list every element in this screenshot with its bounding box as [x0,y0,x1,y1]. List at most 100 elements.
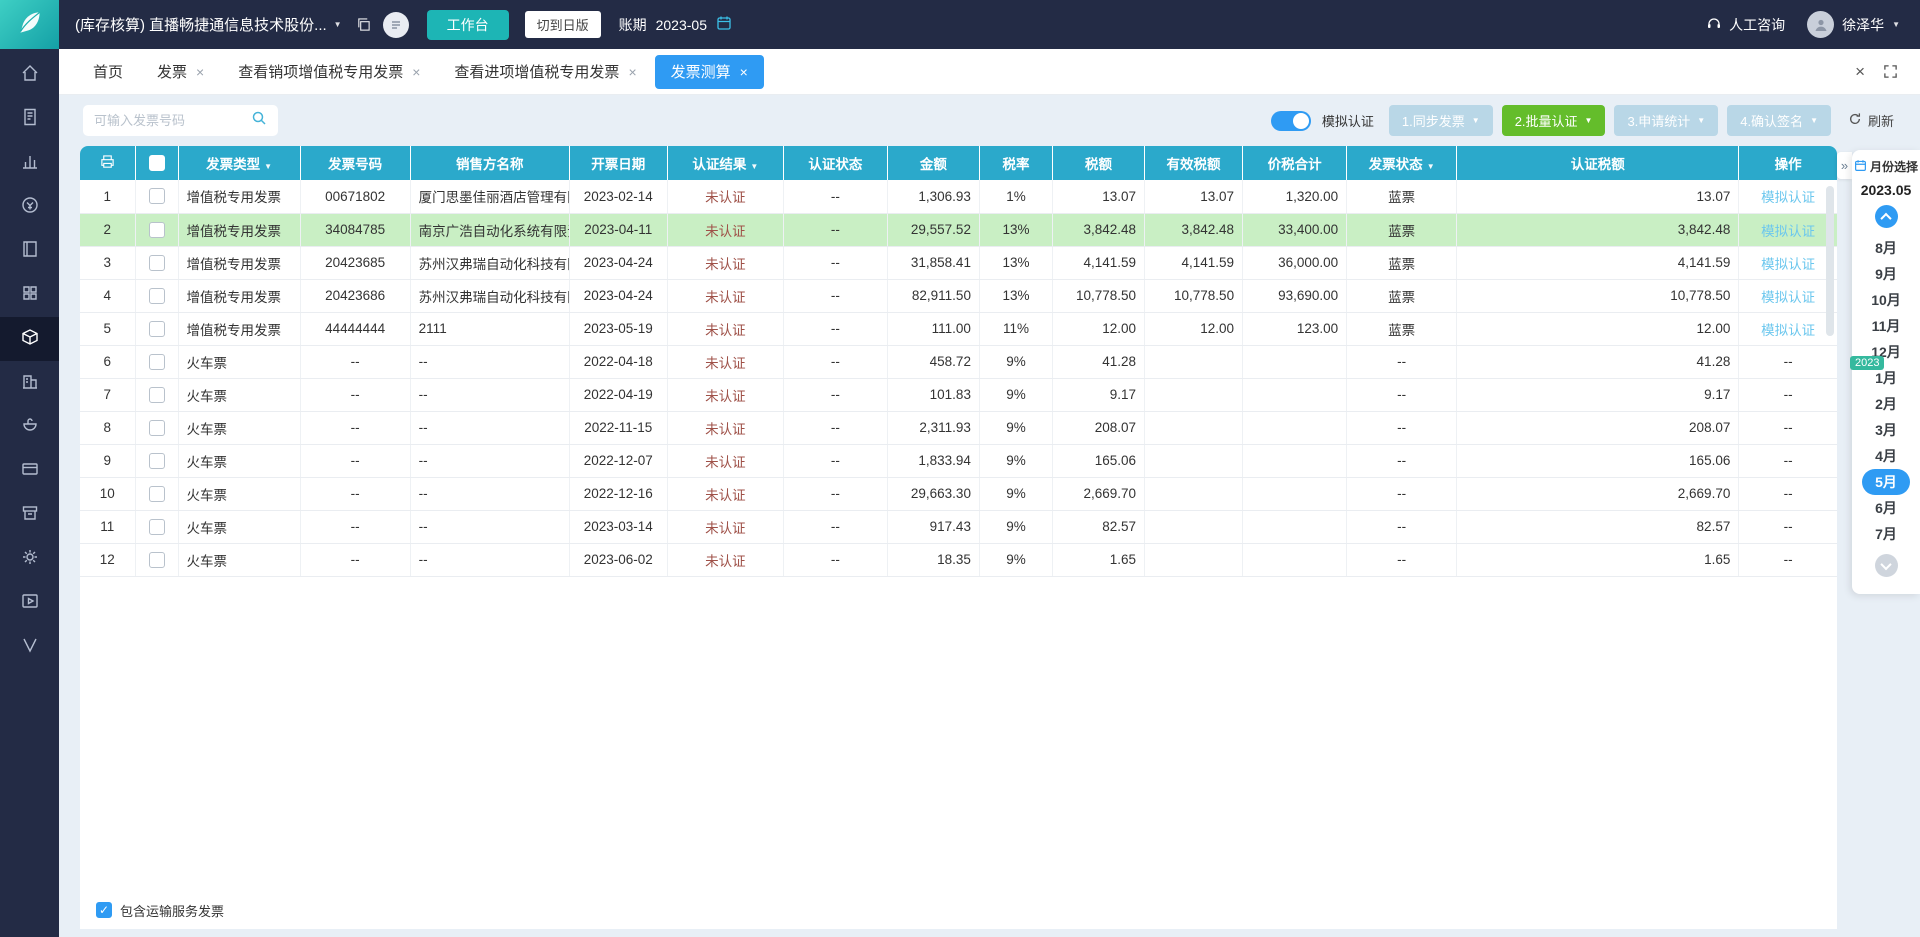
sidebar-item-card[interactable] [0,449,59,493]
table-row[interactable]: 9 火车票 -- -- 2022-12-07 未认证 -- 1,833.94 9% 165.06-… [80,444,1837,478]
table-row[interactable]: 3增值税专用发票20423685苏州汉弗瑞自动化科技有限…2023-04-24未… [80,246,1837,280]
sidebar-item-cashier[interactable] [0,185,59,229]
table-row[interactable]: 2增值税专用发票34084785南京广浩自动化系统有限责…2023-04-11未… [80,213,1837,247]
scroll-up-button[interactable] [1874,205,1898,228]
tab-4[interactable]: 查看进项增值税专用发票 × [438,55,652,89]
sidebar-item-settings[interactable] [0,537,59,581]
simulate-cert-link[interactable]: 模拟认证 [1761,322,1816,338]
table-row[interactable]: 8 火车票 -- -- 2022-11-15 未认证 -- 2,311.93 9% 208.07-… [80,411,1837,445]
row-checkbox[interactable] [148,221,165,238]
table-row[interactable]: 4增值税专用发票20423686苏州汉弗瑞自动化科技有限…2023-04-24未… [80,279,1837,313]
table-row[interactable]: 7 火车票 -- -- 2022-04-19 未认证 -- 101.83 9% 9.17 -- 9.1… [80,378,1837,412]
month-item-5[interactable]: 5月 [1862,469,1910,495]
row-checkbox[interactable] [148,254,165,271]
sort-icon[interactable]: ▼ [1426,162,1435,171]
close-tab-icon[interactable]: × [412,63,421,80]
app-logo[interactable] [0,0,59,49]
tab-label: 查看销项增值税专用发票 [238,64,404,81]
workbench-button[interactable]: 工作台 [426,9,509,40]
month-item-8[interactable]: 8月 [1875,240,1897,256]
sidebar-item-invoice[interactable] [0,97,59,141]
month-item-10[interactable]: 10月 [1871,292,1901,308]
row-checkbox[interactable] [148,353,165,370]
vertical-scrollbar[interactable] [1826,186,1834,336]
row-number: 10 [80,477,136,511]
close-tab-icon[interactable]: × [739,63,748,80]
tab-1[interactable]: 首页 [77,55,139,89]
month-item-2[interactable]: 2月 [1875,396,1897,412]
simulate-cert-toggle[interactable] [1270,110,1311,131]
month-item-4[interactable]: 4月 [1875,448,1897,464]
sidebar-item-inventory[interactable] [0,317,59,361]
row-checkbox[interactable] [148,386,165,403]
sidebar-item-ledger[interactable] [0,229,59,273]
table-row[interactable]: 5 增值税专用发票 44444444 2111 2023-05-19 未认证 -- 111.0… [80,312,1837,346]
sidebar-item-apps[interactable] [0,273,59,317]
sidebar-item-assets[interactable] [0,493,59,537]
user-menu[interactable]: 徐泽华 ▼ [1807,11,1900,38]
collapse-panel-handle[interactable]: » [1837,152,1852,179]
action-button-4[interactable]: 4.确认签名 ▼ [1727,105,1831,136]
sidebar-item-vip[interactable] [0,625,59,669]
action-button-2[interactable]: 2.批量认证 ▼ [1501,105,1606,136]
row-checkbox[interactable] [148,188,165,205]
row-checkbox[interactable] [148,320,165,337]
sort-icon[interactable]: ▼ [750,162,759,171]
select-all-checkbox[interactable] [148,155,165,172]
table-row[interactable]: 1增值税专用发票00671802厦门思墨佳丽酒店管理有限…2023-02-14未… [80,180,1837,214]
action-button-1[interactable]: 1.同步发票 ▼ [1388,105,1493,136]
support-link[interactable]: 人工咨询 [1706,15,1785,35]
scroll-down-button[interactable] [1874,554,1898,577]
row-checkbox[interactable] [148,485,165,502]
sidebar-item-media[interactable] [0,581,59,625]
sidebar-item-service[interactable] [0,405,59,449]
simulate-cert-link[interactable]: 模拟认证 [1761,190,1816,206]
month-item-9[interactable]: 9月 [1875,266,1897,282]
month-item-7[interactable]: 7月 [1875,526,1897,542]
table-row[interactable]: 12 火车票 -- -- 2023-06-02 未认证 -- 18.35 9% 1.65 -- 1.6… [80,543,1837,577]
month-item-11[interactable]: 11月 [1871,318,1901,334]
month-item-6[interactable]: 6月 [1875,500,1897,516]
action-button-3[interactable]: 3.申请统计 ▼ [1614,105,1719,136]
copy-icon[interactable] [356,17,371,32]
printer-icon[interactable] [100,155,115,172]
table-row[interactable]: 6 火车票 -- -- 2022-04-18 未认证 -- 458.72 9% 41.28 -- 41… [80,345,1837,379]
sort-icon[interactable]: ▼ [264,162,273,171]
close-tab-icon[interactable]: × [628,63,637,80]
period-value: 2023-05 [655,16,707,33]
table-row[interactable]: 11 火车票 -- -- 2023-03-14 未认证 -- 917.43 9% 82.57 -- 8… [80,510,1837,544]
content: 模拟认证 1.同步发票▼ 2.批量认证▼ 3.申请统计▼ 4.确认签名▼ 刷新 发票类… [59,95,1920,937]
row-checkbox[interactable] [148,419,165,436]
inventory-icon [20,327,40,352]
simulate-cert-link[interactable]: 模拟认证 [1761,256,1816,272]
close-all-tabs-icon[interactable]: × [1855,61,1865,81]
sidebar-item-enterprise[interactable] [0,361,59,405]
sidebar-item-home[interactable] [0,53,59,97]
bulletin-icon[interactable] [382,11,409,38]
row-checkbox[interactable] [148,518,165,535]
simulate-cert-link[interactable]: 模拟认证 [1761,289,1816,305]
column-header: 操作 [1738,146,1837,180]
simulate-cert-link[interactable]: 模拟认证 [1761,223,1816,239]
search-input[interactable] [94,113,251,128]
transport-label: 包含运输服务发票 [120,903,225,919]
row-checkbox[interactable] [148,551,165,568]
account-period[interactable]: 账期 2023-05 [619,15,732,35]
month-item-3[interactable]: 3月 [1875,422,1897,438]
row-checkbox[interactable] [148,452,165,469]
switch-version-button[interactable]: 切到日版 [524,11,601,38]
cashier-icon [20,195,40,220]
transport-checkbox[interactable]: ✓ [96,902,112,918]
refresh-button[interactable]: 刷新 [1848,111,1894,130]
search-icon[interactable] [251,110,267,131]
company-selector[interactable]: (库存核算) 直播畅捷通信息技术股份... ▼ [75,14,342,35]
tab-5[interactable]: 发票测算 × [654,54,764,89]
month-item-1[interactable]: 1月 [1875,370,1897,386]
tab-3[interactable]: 查看销项增值税专用发票 × [222,55,436,89]
fullscreen-icon[interactable] [1883,64,1898,79]
close-tab-icon[interactable]: × [196,63,205,80]
table-row[interactable]: 10 火车票 -- -- 2022-12-16 未认证 -- 29,663.30 9% 2,669… [80,477,1837,511]
tab-2[interactable]: 发票 × [141,55,220,89]
row-checkbox[interactable] [148,287,165,304]
sidebar-item-chart[interactable] [0,141,59,185]
